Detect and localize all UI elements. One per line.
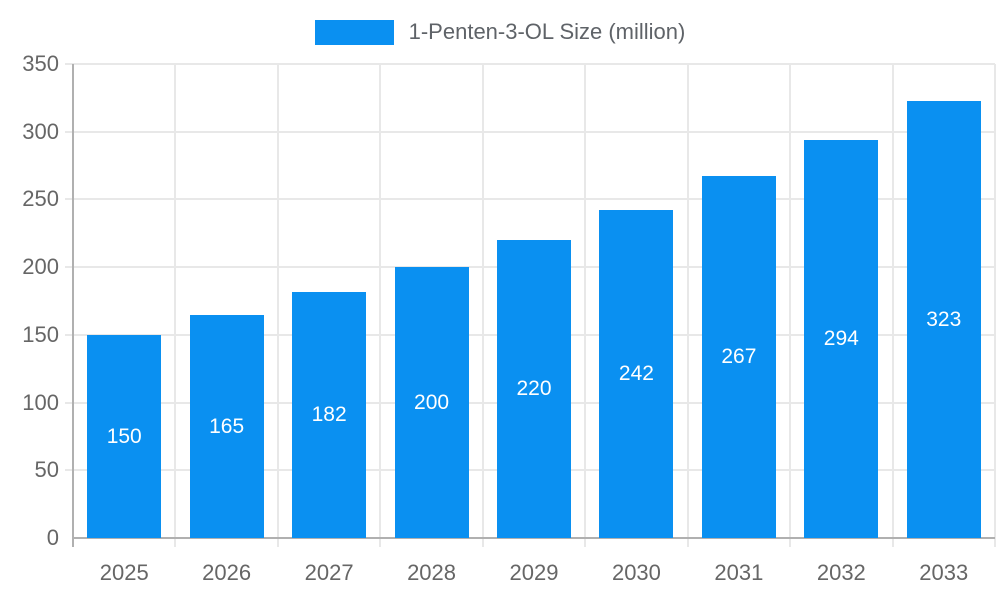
bar-value-label: 200 <box>414 390 450 414</box>
gridline-vertical <box>994 64 996 547</box>
y-tick-label: 50 <box>34 457 59 483</box>
bar[interactable] <box>702 176 776 538</box>
gridline-vertical <box>687 64 689 547</box>
bar-value-label: 220 <box>516 377 552 400</box>
y-tick-label: 150 <box>22 321 59 347</box>
legend[interactable]: 1-Penten-3-OL Size (million) <box>0 19 1000 45</box>
x-tick-label: 2031 <box>714 560 764 585</box>
bar[interactable] <box>87 335 161 538</box>
bar-value-label: 242 <box>618 362 654 385</box>
legend-label: 1-Penten-3-OL Size (million) <box>408 19 686 44</box>
y-axis-line <box>72 64 74 547</box>
bar-value-label: 323 <box>926 307 962 331</box>
x-tick-label: 2026 <box>202 560 252 585</box>
x-tick-label: 2033 <box>919 560 969 585</box>
bar-value-label: 294 <box>823 327 859 350</box>
gridline-vertical <box>482 64 484 547</box>
gridline-horizontal <box>65 130 995 133</box>
x-tick-label: 2032 <box>816 560 866 585</box>
x-tick-label: 2027 <box>304 560 354 585</box>
y-tick-label: 200 <box>22 254 59 280</box>
gridline-horizontal <box>65 63 995 65</box>
y-tick-label: 300 <box>22 118 59 144</box>
gridline-vertical <box>174 64 176 547</box>
legend-swatch <box>314 19 394 45</box>
bar-value-label: 150 <box>106 424 142 448</box>
x-tick-label: 2030 <box>611 560 661 585</box>
x-tick-label: 2029 <box>509 560 559 585</box>
plot-area: 150 165 182 200 220 242 267 294 323 0 50 100 150 200… <box>22 51 996 585</box>
gridline-vertical <box>584 64 586 547</box>
bar[interactable] <box>907 101 981 538</box>
bar-value-label: 165 <box>209 414 245 438</box>
bar[interactable] <box>497 240 571 538</box>
gridline-vertical <box>379 64 381 547</box>
bar[interactable] <box>292 292 366 538</box>
y-tick-label: 100 <box>22 389 59 415</box>
bar[interactable] <box>190 315 264 538</box>
bar[interactable] <box>599 210 673 538</box>
gridline-vertical <box>789 64 791 547</box>
y-tick-label: 0 <box>46 525 59 550</box>
bar[interactable] <box>804 140 878 538</box>
y-tick-label: 350 <box>22 51 59 76</box>
y-tick-label: 250 <box>22 186 59 212</box>
x-tick-label: 2025 <box>99 560 149 585</box>
gridline-vertical <box>277 64 279 547</box>
bar-value-label: 182 <box>311 403 347 426</box>
bar[interactable] <box>395 267 469 538</box>
gridline-vertical <box>892 64 894 547</box>
x-axis-line <box>73 537 995 539</box>
x-tick-label: 2028 <box>407 560 457 585</box>
gridline-horizontal <box>65 198 995 201</box>
bar-value-label: 267 <box>721 345 757 368</box>
